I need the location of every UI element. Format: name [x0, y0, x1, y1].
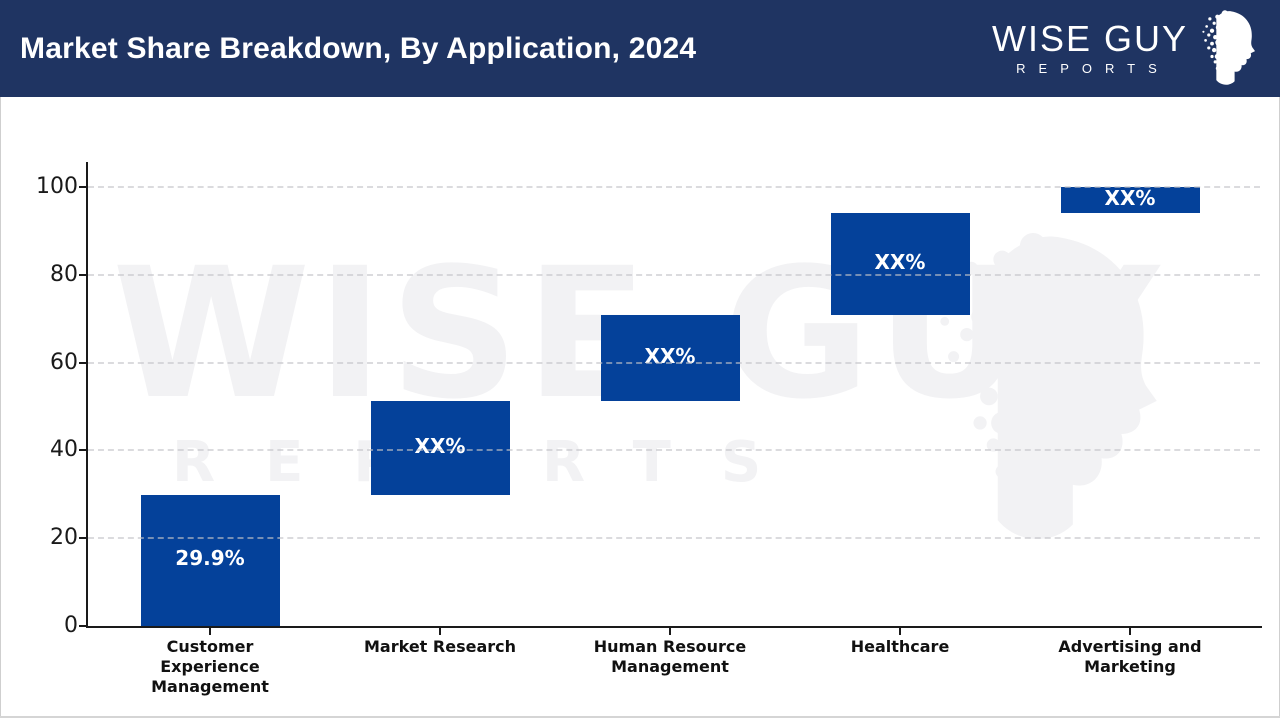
page-border-bottom — [0, 716, 1280, 718]
y-tick-mark-40 — [79, 449, 87, 452]
y-tick-label-40: 40 — [50, 437, 78, 463]
bar-advertising-and-marketing: XX% — [1060, 185, 1200, 213]
bar-healthcare: XX% — [830, 212, 970, 315]
y-tick-mark-80 — [79, 273, 87, 276]
y-tick-label-60: 60 — [50, 349, 78, 375]
bar-customer-experience-management: 29.9% — [140, 494, 280, 626]
logo-subtitle: REPORTS — [1016, 61, 1170, 76]
y-tick-label-80: 80 — [50, 261, 78, 287]
bar-value-label: XX% — [874, 249, 926, 274]
x-category-label: Customer Experience Management — [151, 637, 269, 696]
x-category-label: Healthcare — [850, 637, 950, 656]
x-category-label: Advertising and Marketing — [1058, 637, 1202, 676]
gridline-80 — [88, 273, 1260, 276]
page-border-left — [0, 97, 1, 717]
x-tick-mark — [899, 628, 901, 635]
bar-value-label: 29.9% — [175, 546, 245, 571]
x-tick-mark — [209, 628, 211, 635]
x-tick-mark — [439, 628, 441, 635]
x-category-label: Market Research — [364, 637, 516, 656]
report-header: Market Share Breakdown, By Application, … — [0, 0, 1280, 97]
y-tick-mark-60 — [79, 361, 87, 364]
bar-market-research: XX% — [370, 401, 510, 495]
y-tick-label-100: 100 — [36, 174, 78, 199]
bar-value-label: XX% — [1104, 185, 1156, 210]
x-axis-line — [86, 626, 1262, 628]
x-category-label: Human Resource Management — [593, 637, 747, 676]
gridline-20 — [88, 537, 1260, 540]
bar-human-resource-management: XX% — [600, 314, 740, 402]
x-tick-mark — [1129, 628, 1131, 635]
y-tick-mark-100 — [79, 186, 87, 188]
chart-canvas: WISE GUY REPORTS 29.9%XX%XX%XX%XX% 02040… — [0, 97, 1280, 718]
y-tick-mark-0 — [79, 625, 87, 627]
y-tick-mark-20 — [79, 537, 87, 540]
gridline-60 — [88, 361, 1260, 364]
logo-wordmark: WISE GUY — [991, 18, 1188, 59]
gridline-100 — [88, 186, 1260, 188]
watermark-face-icon — [940, 233, 1157, 540]
face-profile-icon — [1202, 9, 1256, 85]
page-title: Market Share Breakdown, By Application, … — [20, 31, 697, 65]
bar-value-label: XX% — [414, 433, 466, 458]
wise-guy-logo: WISE GUY REPORTS — [992, 6, 1262, 92]
y-tick-label-20: 20 — [50, 525, 78, 551]
gridline-40 — [88, 449, 1260, 452]
y-axis-line — [86, 162, 88, 628]
bar-value-label: XX% — [644, 343, 696, 368]
y-tick-label-0: 0 — [64, 613, 78, 638]
logo-text: WISE GUY REPORTS — [991, 18, 1188, 77]
x-tick-mark — [669, 628, 671, 635]
